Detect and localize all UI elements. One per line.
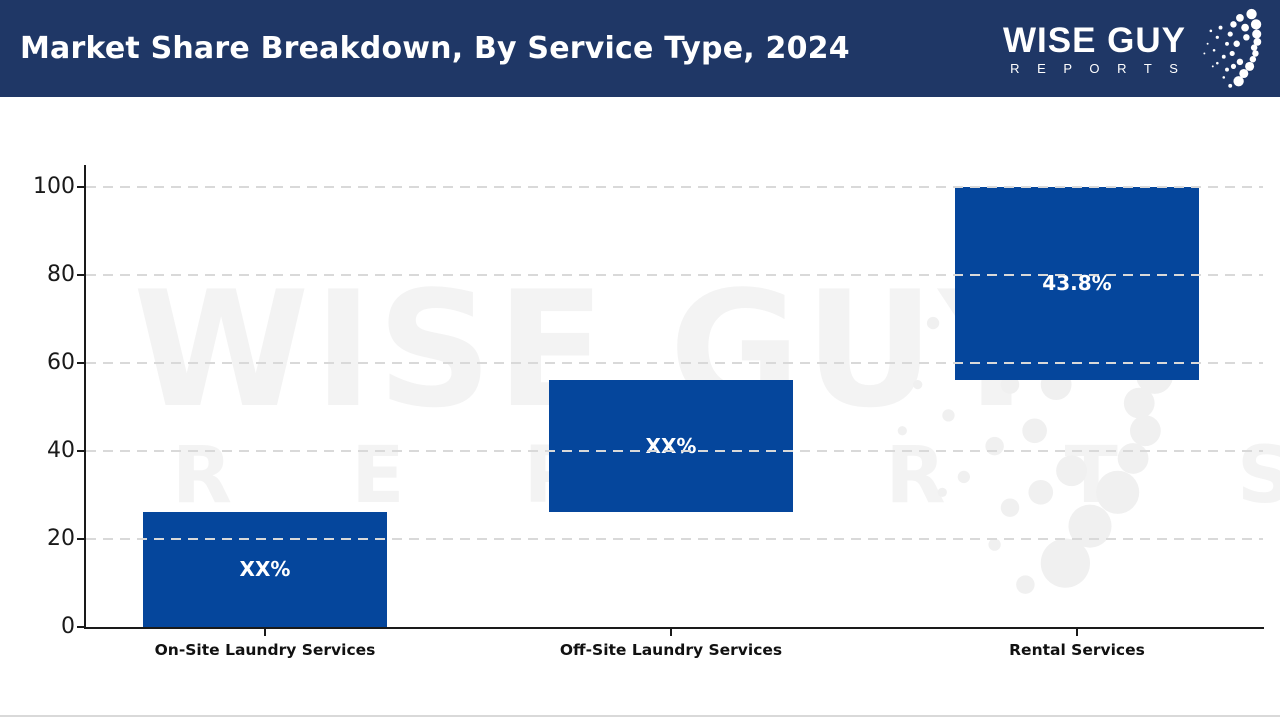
x-category-label-3: Rental Services — [1009, 641, 1145, 659]
gridline-80 — [86, 274, 1263, 276]
x-axis-line — [84, 627, 1264, 629]
gridline-100 — [86, 186, 1263, 188]
bar-2: XX% — [549, 379, 793, 512]
logo-wordmark: WISE GUY — [1002, 20, 1186, 60]
y-tick-40 — [77, 450, 84, 452]
y-tick-label-40: 40 — [47, 438, 75, 463]
y-tick-0 — [77, 626, 84, 628]
y-tick-label-60: 60 — [47, 350, 75, 375]
y-tick-100 — [77, 186, 84, 188]
x-category-label-1: On-Site Laundry Services — [154, 641, 376, 659]
bottom-margin — [0, 717, 1280, 720]
y-tick-label-80: 80 — [47, 262, 75, 287]
wiseguy-logo-text: WISE GUY R E P O R T S — [1003, 23, 1186, 75]
y-tick-80 — [77, 274, 84, 276]
x-category-label-2: Off-Site Laundry Services — [559, 641, 783, 659]
gridline-60 — [86, 362, 1263, 364]
bar-value-label-1: XX% — [239, 557, 291, 582]
y-tick-label-100: 100 — [33, 174, 75, 199]
logo-subtitle: R E P O R T S — [1010, 60, 1185, 76]
bar-3: 43.8% — [955, 187, 1199, 380]
wiseguy-logo: WISE GUY R E P O R T S — [1003, 5, 1280, 93]
x-tick-1 — [264, 629, 266, 636]
bar-value-label-2: XX% — [645, 433, 697, 458]
y-tick-60 — [77, 362, 84, 364]
y-axis-line — [84, 165, 86, 629]
wiseguy-face-logo-icon — [1188, 5, 1266, 93]
header-bar: Market Share Breakdown, By Service Type,… — [0, 0, 1280, 97]
y-tick-label-0: 0 — [61, 614, 75, 639]
bottom-border-line — [0, 715, 1280, 717]
bar-1: XX% — [143, 511, 387, 627]
y-tick-label-20: 20 — [47, 526, 75, 551]
y-tick-20 — [77, 538, 84, 540]
gridline-20 — [86, 538, 1263, 540]
x-tick-3 — [1076, 629, 1078, 636]
gridline-40 — [86, 450, 1263, 452]
page-title: Market Share Breakdown, By Service Type,… — [20, 31, 850, 66]
x-tick-2 — [670, 629, 672, 636]
